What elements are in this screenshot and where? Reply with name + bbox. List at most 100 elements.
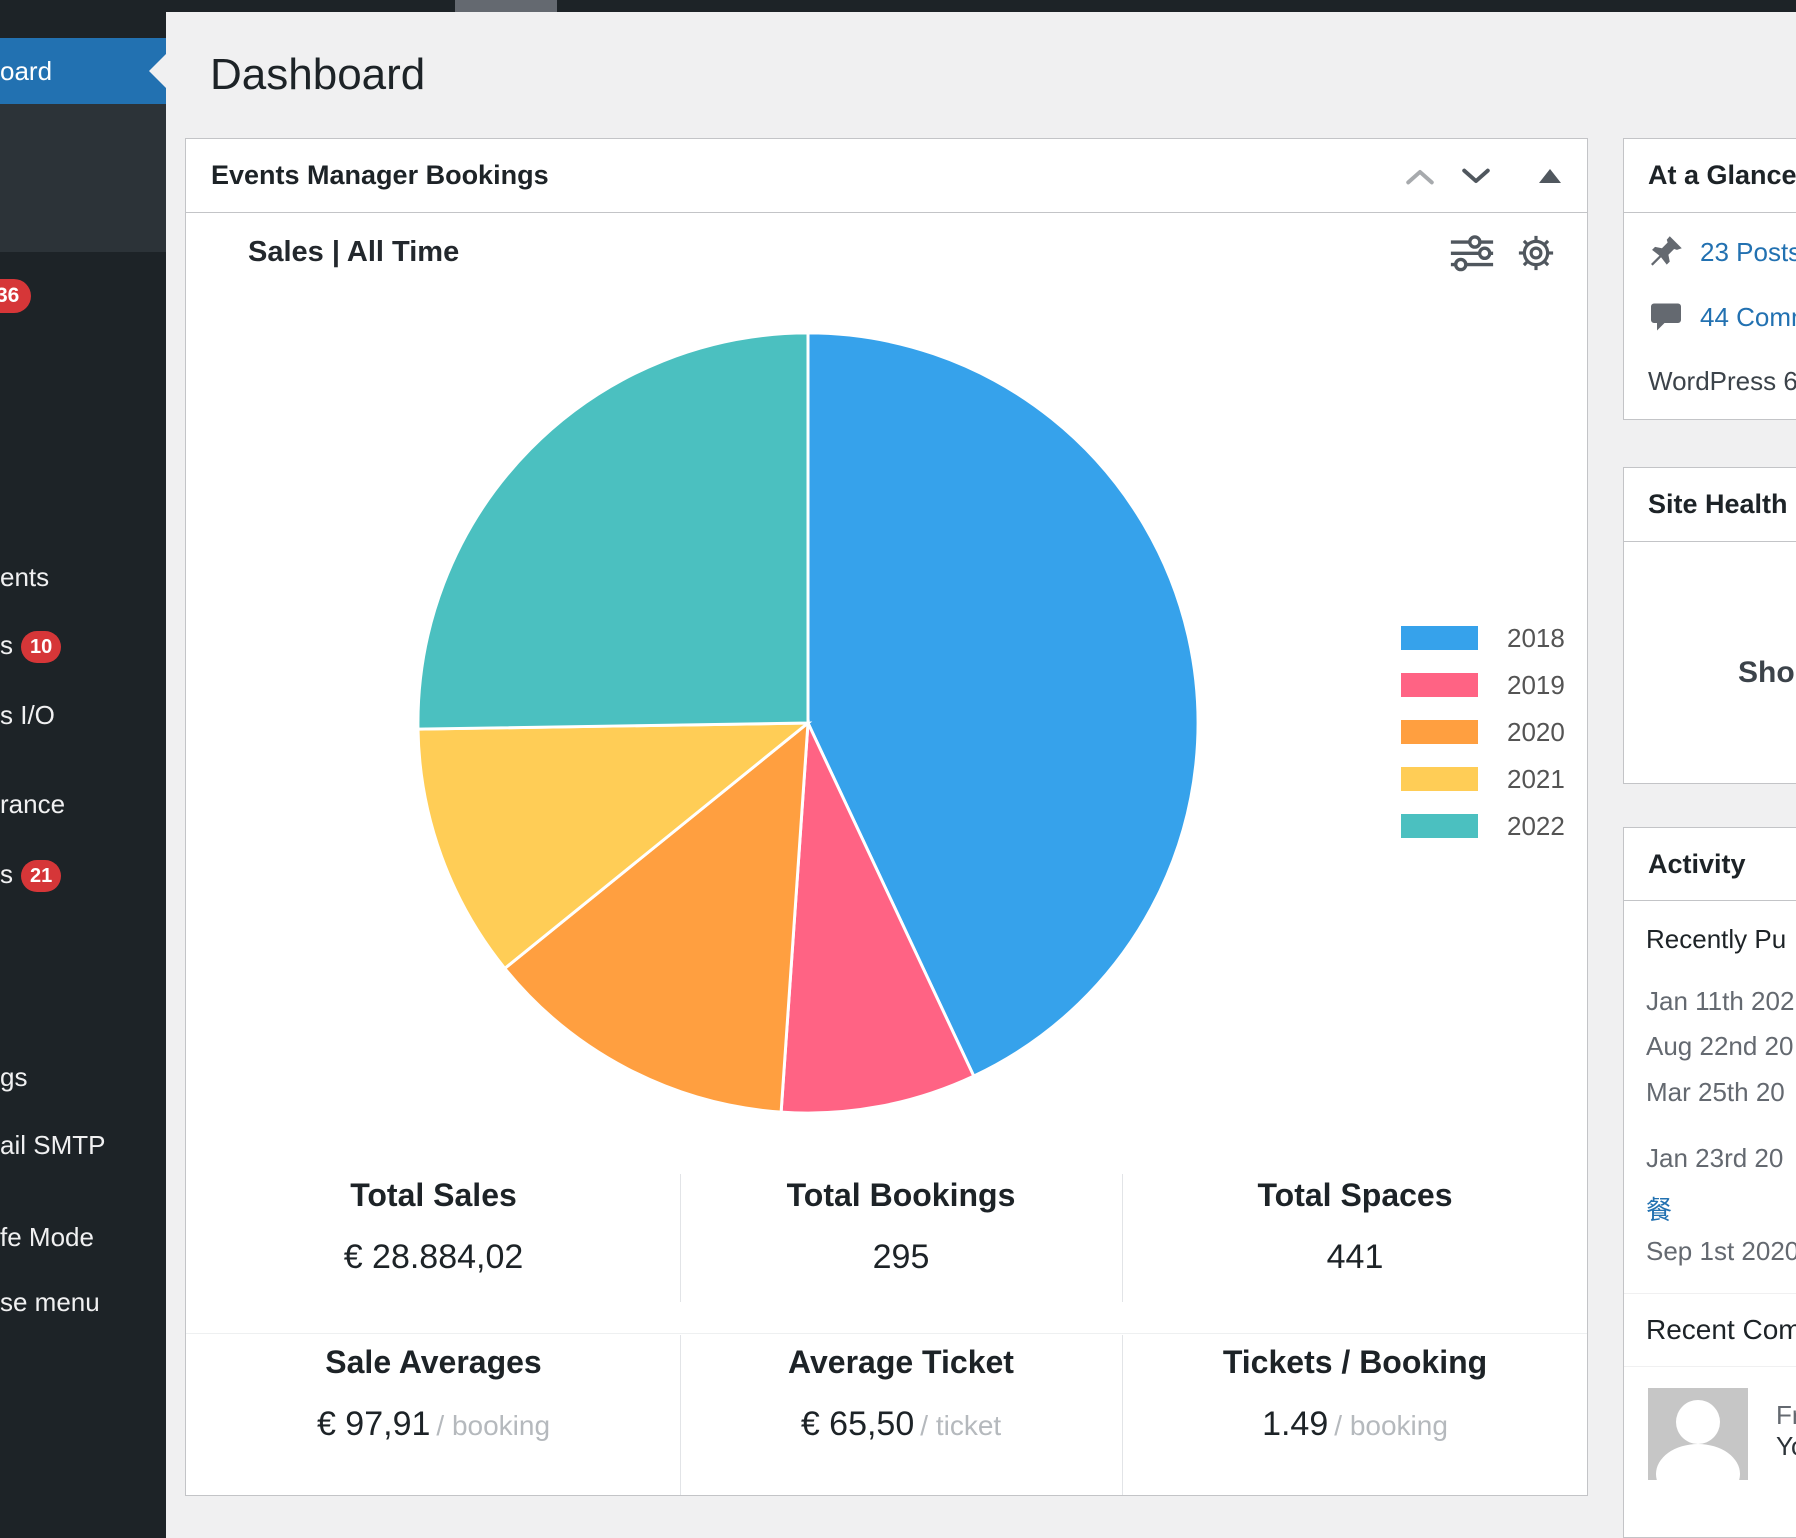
admin-bar-item-highlight[interactable] xyxy=(455,0,557,12)
legend-label: 2021 xyxy=(1507,763,1565,794)
stat-label: Total Bookings xyxy=(786,1177,1016,1213)
activity-entry-date: Sep 1st 2020 xyxy=(1646,1236,1796,1266)
glance-comments-row: 44 Comm xyxy=(1648,299,1796,335)
sidebar-item-label: s xyxy=(0,630,13,660)
sidebar-item[interactable]: ents xyxy=(0,560,49,594)
admin-top-bar xyxy=(0,0,1796,12)
filter-icon[interactable] xyxy=(1448,235,1496,273)
comment-excerpt-text: Yo xyxy=(1776,1431,1796,1461)
legend-swatch xyxy=(1401,720,1478,744)
activity-entry-date: Jan 23rd 20 xyxy=(1646,1143,1784,1173)
glance-posts-row: 23 Posts xyxy=(1648,234,1796,270)
legend-item[interactable]: 2019 xyxy=(1401,670,1565,700)
legend-item[interactable]: 2021 xyxy=(1401,764,1565,794)
active-item-arrow-icon xyxy=(149,54,166,88)
stat-unit: / booking xyxy=(1334,1410,1448,1441)
count-badge: 21 xyxy=(21,860,62,893)
count-badge: 10 xyxy=(21,631,62,664)
pie-slice-2022[interactable] xyxy=(416,331,810,731)
widget-title: Events Manager Bookings xyxy=(211,160,549,190)
activity-entry-link[interactable]: 餐 xyxy=(1646,1195,1673,1225)
sidebar-item-label: ents xyxy=(0,562,50,592)
stat-label: Sale Averages xyxy=(325,1344,542,1380)
legend-label: 2018 xyxy=(1507,622,1565,653)
sales-pie-chart[interactable] xyxy=(411,326,1205,1120)
page-title: Dashboard xyxy=(210,50,426,99)
comment-meta-text: Fr xyxy=(1776,1400,1796,1430)
legend-swatch xyxy=(1401,767,1478,791)
pie-slice-2019[interactable] xyxy=(779,717,976,1115)
legend-item[interactable]: 2018 xyxy=(1401,623,1565,653)
stat-value: 1.49 xyxy=(1262,1405,1329,1443)
stat-total-bookings: Total Bookings 295 xyxy=(680,1177,1122,1277)
legend-swatch xyxy=(1401,814,1478,838)
legend-item[interactable]: 2020 xyxy=(1401,717,1565,747)
legend-label: 2019 xyxy=(1507,669,1565,700)
stat-value: € 65,50 xyxy=(800,1405,915,1443)
stat-label: Average Ticket xyxy=(788,1344,1014,1380)
stats-divider xyxy=(680,1174,681,1302)
pie-slice-2021[interactable] xyxy=(416,721,813,971)
sidebar-item[interactable]: rance xyxy=(0,787,65,821)
sidebar-item-collapse-menu[interactable]: se menu xyxy=(0,1285,100,1319)
legend-item[interactable]: 2022 xyxy=(1401,811,1565,841)
sidebar-item-dashboard[interactable]: oard xyxy=(0,38,166,104)
move-up-icon[interactable] xyxy=(1405,168,1435,185)
comments-link[interactable]: 44 Comm xyxy=(1700,301,1796,332)
panel-title: Site Health xyxy=(1624,468,1796,542)
stat-label: Tickets / Booking xyxy=(1222,1344,1488,1380)
updates-count-badge: 36 xyxy=(0,279,32,313)
sidebar-item-label: s I/O xyxy=(0,700,55,730)
sidebar-submenu: 36 xyxy=(0,104,166,313)
pushpin-icon xyxy=(1648,234,1684,270)
wordpress-version-text: WordPress 6 xyxy=(1648,366,1796,396)
move-down-icon[interactable] xyxy=(1461,168,1491,185)
pie-slice-2018[interactable] xyxy=(806,331,1200,1079)
events-manager-bookings-widget: Events Manager Bookings Sales | All Time xyxy=(185,138,1588,1496)
panel-title: At a Glance xyxy=(1624,139,1796,213)
stat-value: 441 xyxy=(1326,1238,1384,1276)
sidebar-item[interactable]: gs xyxy=(0,1060,27,1094)
sidebar-item-label: gs xyxy=(0,1062,28,1092)
stats-divider xyxy=(186,1333,1587,1334)
sidebar-item[interactable]: s I/O xyxy=(0,698,55,732)
panel-title: Activity xyxy=(1624,828,1796,901)
pie-slice-2020[interactable] xyxy=(502,719,810,1114)
legend-swatch xyxy=(1401,673,1478,697)
comment-bubble-icon xyxy=(1648,299,1684,335)
stats-divider xyxy=(1122,1335,1123,1495)
stats-divider xyxy=(680,1335,681,1495)
sidebar-item-label: rance xyxy=(0,789,66,819)
admin-sidebar: oard 36 ents s 10 s I/O rance s 21 gs ail … xyxy=(0,12,166,1538)
commenter-avatar xyxy=(1648,1388,1748,1480)
sidebar-item[interactable]: s 10 xyxy=(0,628,62,664)
sidebar-item[interactable]: s 21 xyxy=(0,857,62,893)
stat-unit: / booking xyxy=(436,1410,551,1441)
legend-swatch xyxy=(1401,626,1478,650)
sidebar-item[interactable]: ail SMTP xyxy=(0,1128,105,1162)
stat-total-sales: Total Sales € 28.884,02 xyxy=(187,1177,680,1277)
activity-panel: Activity Recently Pu Jan 11th 202 Aug 22… xyxy=(1623,827,1796,1538)
chart-subtitle: Sales | All Time xyxy=(248,236,460,268)
stat-label: Total Sales xyxy=(350,1177,517,1213)
site-health-status-text: Shou xyxy=(1738,656,1796,689)
legend-label: 2020 xyxy=(1507,716,1565,747)
sidebar-item-label: ail SMTP xyxy=(0,1130,106,1160)
chart-legend: 2018 2019 2020 2021 2022 xyxy=(1401,623,1565,861)
collapse-toggle-icon[interactable] xyxy=(1539,169,1561,183)
activity-entry-date: Aug 22nd 20 xyxy=(1646,1031,1794,1061)
stat-tickets-per-booking: Tickets / Booking 1.49/ booking xyxy=(1122,1344,1588,1446)
widget-header: Events Manager Bookings xyxy=(186,139,1587,213)
activity-entry-date: Jan 11th 202 xyxy=(1646,986,1795,1016)
recently-published-heading: Recently Pu xyxy=(1646,924,1787,954)
divider xyxy=(1624,1293,1796,1294)
at-a-glance-panel: At a Glance 23 Posts 44 Comm WordPress 6 xyxy=(1623,138,1796,420)
stat-value: € 28.884,02 xyxy=(343,1238,524,1276)
posts-link[interactable]: 23 Posts xyxy=(1700,236,1796,267)
sidebar-item-label: se menu xyxy=(0,1287,100,1317)
gear-icon[interactable] xyxy=(1514,231,1558,275)
sidebar-item-label: fe Mode xyxy=(0,1222,94,1252)
stats-divider xyxy=(1122,1174,1123,1302)
sidebar-item[interactable]: fe Mode xyxy=(0,1220,94,1254)
stat-label: Total Spaces xyxy=(1257,1177,1453,1213)
